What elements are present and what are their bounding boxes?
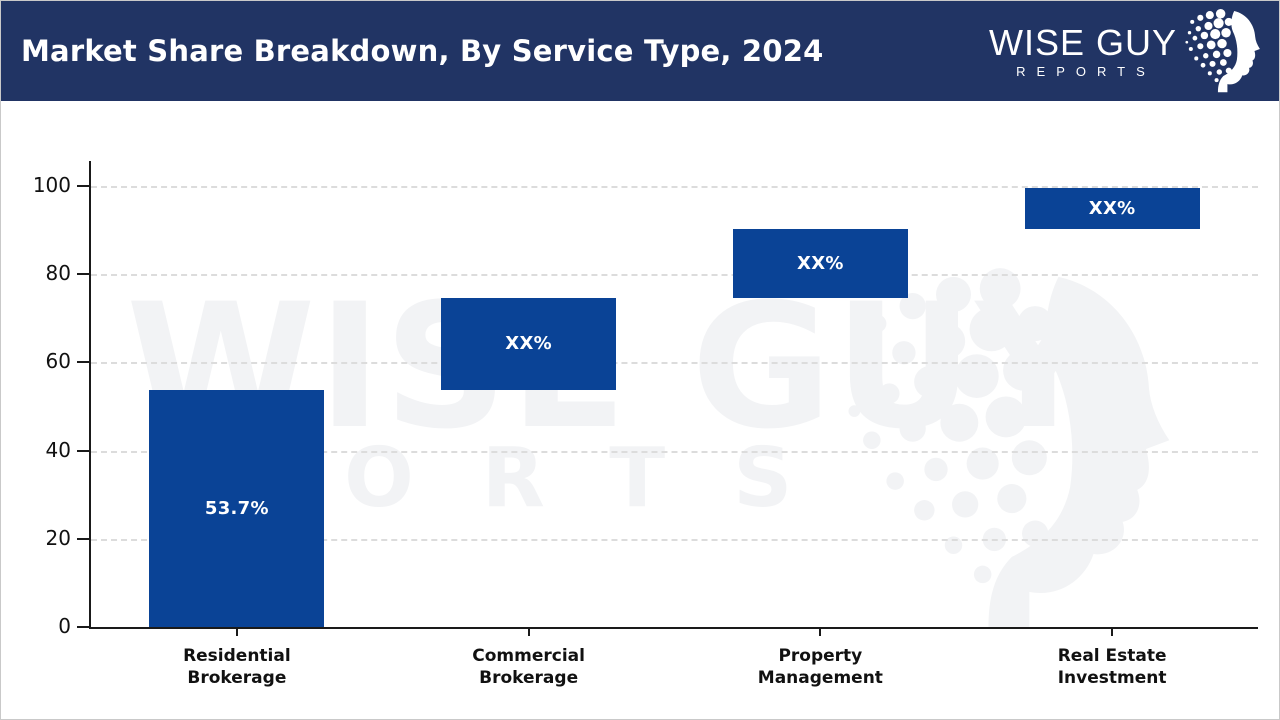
x-axis-tick [1111,627,1114,636]
y-axis-tick [77,449,89,452]
bar-value-label: XX% [505,333,552,355]
page-title: Market Share Breakdown, By Service Type,… [21,34,824,68]
header-banner: Market Share Breakdown, By Service Type,… [1,1,1279,101]
waterfall-bar: XX% [732,228,908,298]
y-gridline [91,450,1258,453]
logo-subtitle: REPORTS [1016,63,1156,79]
waterfall-bar: 53.7% [149,390,325,627]
x-axis-tick [527,627,530,636]
y-axis-tick-label: 40 [45,437,71,462]
head-profile-icon [1185,9,1260,93]
x-axis-tick [819,627,822,636]
wise-guy-reports-logo: WISE GUY REPORTS [989,7,1265,95]
y-axis-tick-label: 60 [45,349,71,374]
y-axis-tick [77,626,89,628]
y-axis-tick-label: 80 [45,261,71,286]
y-axis-tick-label: 20 [45,525,71,550]
chart-area: WISE GUY PORTS 0 20 40 60 80 100 53.7% Resident… [1,101,1279,719]
x-axis-tick [235,627,238,636]
bar-value-label: 53.7% [204,498,269,520]
logo-text: WISE GUY REPORTS [988,21,1177,79]
y-gridline [91,538,1258,541]
y-axis-tick [77,185,89,188]
waterfall-bar: XX% [1024,188,1200,229]
y-axis-tick [77,361,89,364]
x-axis-category-label: Real Estate Investment [1057,646,1167,689]
plot-area: 0 20 40 60 80 100 53.7% Residential Brokerage XX… [33,161,1258,688]
bar-value-label: XX% [1088,198,1136,220]
y-axis-tick-label: 0 [58,614,71,638]
y-gridline [91,274,1258,277]
waterfall-bar: XX% [441,297,617,391]
y-axis-tick [77,273,89,276]
x-axis-category-label: Property Management [757,646,883,689]
y-gridline [91,186,1258,189]
bar-value-label: XX% [797,252,844,274]
x-axis-category-label: Residential Brokerage [183,646,291,689]
x-axis-category-label: Commercial Brokerage [472,646,585,689]
logo-wordmark: WISE GUY [988,21,1177,63]
y-gridline [91,362,1258,365]
y-axis-tick-label: 100 [32,173,71,198]
y-axis-tick [77,537,89,540]
